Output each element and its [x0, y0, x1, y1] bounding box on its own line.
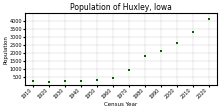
Point — [175, 42, 178, 44]
X-axis label: Census Year: Census Year — [104, 102, 138, 106]
Point — [111, 77, 115, 79]
Point — [159, 50, 162, 52]
Point — [63, 80, 67, 82]
Point — [79, 80, 83, 82]
Point — [127, 70, 130, 71]
Point — [207, 18, 210, 19]
Point — [191, 31, 194, 33]
Y-axis label: Population: Population — [4, 35, 9, 64]
Point — [47, 81, 51, 82]
Point — [31, 81, 35, 82]
Point — [143, 55, 147, 57]
Point — [95, 79, 99, 81]
Title: Population of Huxley, Iowa: Population of Huxley, Iowa — [70, 4, 172, 12]
